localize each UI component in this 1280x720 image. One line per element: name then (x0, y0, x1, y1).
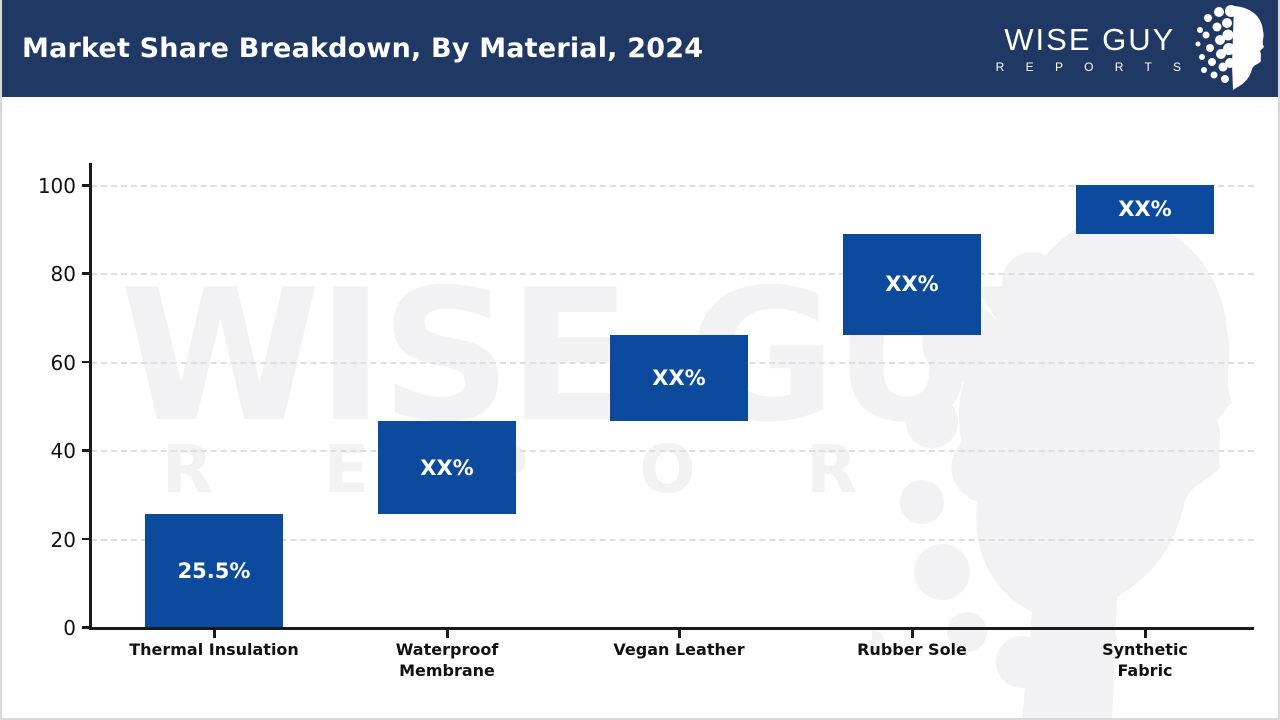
y-tickmark (82, 449, 91, 452)
y-axis-line (89, 163, 92, 629)
x-tickmark (446, 629, 449, 638)
logo-text: WISE GUY R E P O R T S (990, 24, 1190, 73)
y-tickmark (82, 537, 91, 541)
y-tickmark (82, 272, 91, 275)
x-tickmark (678, 629, 681, 638)
logo-wordmark: WISE GUY (1004, 22, 1176, 57)
y-tick-label: 100 (37, 174, 76, 198)
y-tick-label: 20 (50, 527, 76, 552)
logo-subtitle: R E P O R T S (995, 60, 1190, 74)
x-tick-label: Vegan Leather (613, 640, 745, 659)
y-tickmark (82, 626, 91, 629)
header-band: Market Share Breakdown, By Material, 202… (2, 0, 1278, 97)
bar-value-label: XX% (420, 455, 474, 480)
y-tick-label: 0 (63, 616, 76, 640)
waterfall-bar: XX% (1076, 185, 1214, 234)
x-tick-label: Thermal Insulation (129, 640, 299, 659)
bar-value-label: XX% (885, 272, 939, 297)
waterfall-bar: 25.5% (145, 514, 283, 627)
y-tickmark (82, 360, 91, 364)
bar-value-label: XX% (652, 366, 706, 391)
wise-guy-logo: WISE GUY R E P O R T S (990, 4, 1268, 94)
bar-value-label: 25.5% (177, 558, 251, 583)
x-tick-label: Synthetic Fabric (1102, 640, 1188, 680)
x-tickmark (1144, 629, 1147, 638)
x-tickmark (911, 629, 914, 638)
x-axis-line (89, 627, 1254, 630)
head-profile-icon (1192, 4, 1268, 94)
waterfall-bar: XX% (378, 421, 516, 515)
bar-value-label: XX% (1118, 197, 1172, 222)
gridline-40 (91, 450, 1254, 453)
y-tick-label: 60 (50, 350, 76, 375)
waterfall-bar: XX% (843, 233, 981, 336)
waterfall-bar: XX% (610, 335, 748, 422)
page-title: Market Share Breakdown, By Material, 202… (22, 33, 704, 64)
gridline-100 (91, 185, 1254, 187)
x-tickmark (213, 629, 216, 638)
y-tick-label: 40 (50, 439, 76, 464)
y-tick-label: 80 (50, 262, 76, 287)
x-tick-label: Waterproof Membrane (395, 640, 499, 680)
x-tick-label: Rubber Sole (857, 640, 967, 659)
gridline-80 (91, 273, 1254, 276)
y-tickmark (82, 184, 91, 187)
gridline-20 (91, 538, 1254, 541)
